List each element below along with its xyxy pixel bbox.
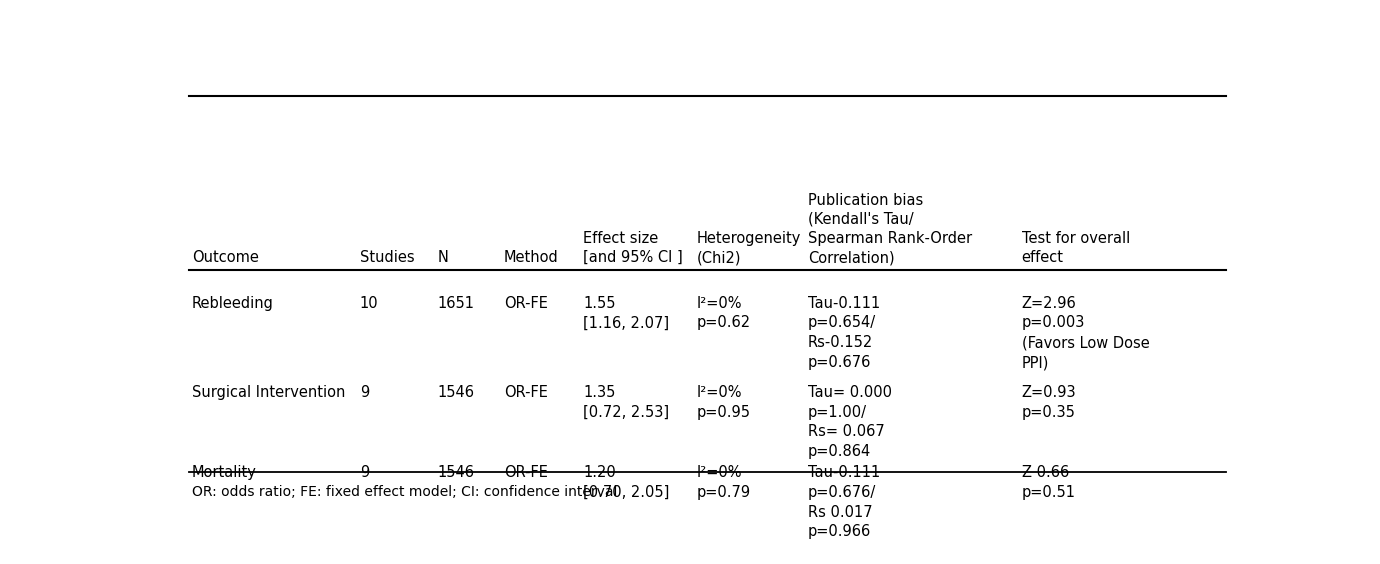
Text: Test for overall
effect: Test for overall effect	[1021, 231, 1130, 265]
Text: I²=0%
p=0.62: I²=0% p=0.62	[697, 296, 751, 331]
Text: OR: odds ratio; FE: fixed effect model; CI: confidence interval: OR: odds ratio; FE: fixed effect model; …	[192, 486, 617, 500]
Text: OR-FE: OR-FE	[504, 385, 548, 400]
Text: 1.20
[0.70, 2.05]: 1.20 [0.70, 2.05]	[584, 465, 669, 500]
Text: 1.35
[0.72, 2.53]: 1.35 [0.72, 2.53]	[584, 385, 669, 420]
Text: Z=0.93
p=0.35: Z=0.93 p=0.35	[1021, 385, 1076, 420]
Text: Z 0.66
p=0.51: Z 0.66 p=0.51	[1021, 465, 1075, 500]
Text: Surgical Intervention: Surgical Intervention	[192, 385, 345, 400]
Text: 1546: 1546	[437, 465, 475, 480]
Text: Heterogeneity
(Chi2): Heterogeneity (Chi2)	[697, 231, 800, 265]
Text: Publication bias
(Kendall's Tau/
Spearman Rank-Order
Correlation): Publication bias (Kendall's Tau/ Spearma…	[807, 193, 972, 265]
Text: I²=0%
p=0.79: I²=0% p=0.79	[697, 465, 751, 500]
Text: 9: 9	[360, 385, 368, 400]
Text: Outcome: Outcome	[192, 250, 258, 265]
Text: 9: 9	[360, 465, 368, 480]
Text: Z=2.96
p=0.003
(Favors Low Dose
PPI): Z=2.96 p=0.003 (Favors Low Dose PPI)	[1021, 296, 1150, 370]
Text: Mortality: Mortality	[192, 465, 257, 480]
Text: 1546: 1546	[437, 385, 475, 400]
Text: OR-FE: OR-FE	[504, 465, 548, 480]
Text: N: N	[437, 250, 448, 265]
Text: I²=0%
p=0.95: I²=0% p=0.95	[697, 385, 751, 420]
Text: Tau-0.111
p=0.654/
Rs-0.152
p=0.676: Tau-0.111 p=0.654/ Rs-0.152 p=0.676	[807, 296, 880, 370]
Text: Method: Method	[504, 250, 559, 265]
Text: 1651: 1651	[437, 296, 475, 311]
Text: 1.55
[1.16, 2.07]: 1.55 [1.16, 2.07]	[584, 296, 669, 331]
Text: Studies: Studies	[360, 250, 414, 265]
Text: Tau-0.111
p=0.676/
Rs 0.017
p=0.966: Tau-0.111 p=0.676/ Rs 0.017 p=0.966	[807, 465, 880, 539]
Text: Tau= 0.000
p=1.00/
Rs= 0.067
p=0.864: Tau= 0.000 p=1.00/ Rs= 0.067 p=0.864	[807, 385, 891, 459]
Text: Rebleeding: Rebleeding	[192, 296, 273, 311]
Text: Effect size
[and 95% CI ]: Effect size [and 95% CI ]	[584, 231, 683, 265]
Text: OR-FE: OR-FE	[504, 296, 548, 311]
Text: 10: 10	[360, 296, 378, 311]
